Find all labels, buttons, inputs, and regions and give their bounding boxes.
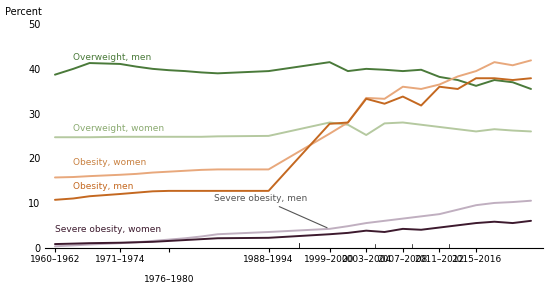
Text: Percent: Percent [5,8,42,18]
Text: Overweight, women: Overweight, women [73,124,165,133]
Text: 1976–1980: 1976–1980 [144,275,194,284]
Text: Overweight, men: Overweight, men [73,53,152,62]
Text: Obesity, women: Obesity, women [73,158,147,167]
Text: Severe obesity, women: Severe obesity, women [55,225,161,234]
Text: Severe obesity, men: Severe obesity, men [214,194,327,228]
Text: Obesity, men: Obesity, men [73,182,134,191]
